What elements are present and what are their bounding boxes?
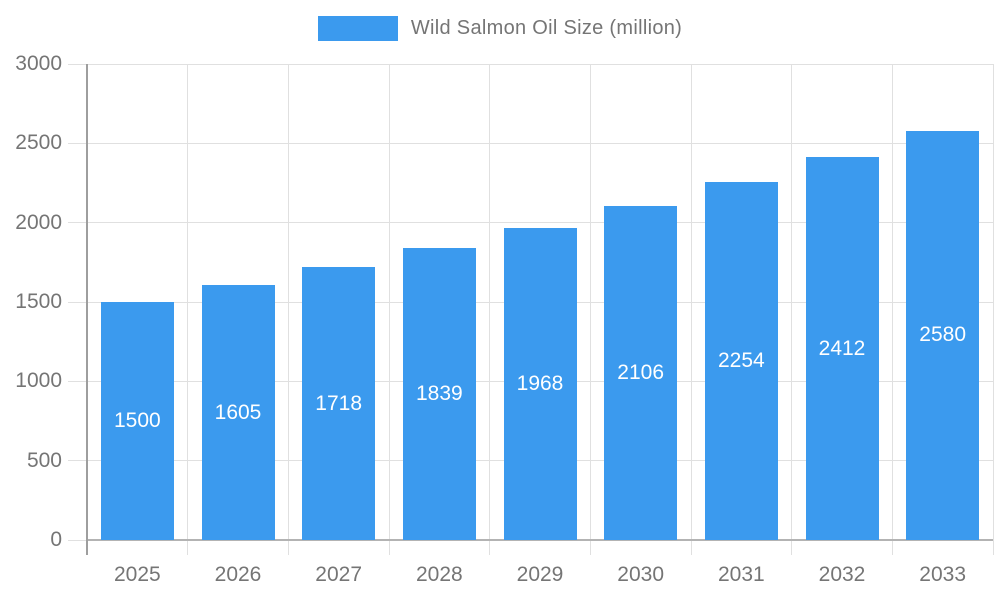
bar[interactable] [805,157,879,540]
y-axis-label: 1000 [15,369,62,393]
bar[interactable] [704,182,778,540]
y-axis-label: 2500 [15,131,62,155]
gridline-v [388,64,390,555]
bar-value-label: 1500 [113,409,161,432]
y-axis-label: 2000 [15,210,62,234]
bar[interactable] [503,227,577,540]
gridline-v [489,64,491,555]
bar[interactable] [302,267,376,540]
gridline-v [891,64,893,555]
y-axis-label: 3000 [15,52,62,75]
gridline-v [287,64,289,555]
bar[interactable] [201,285,275,540]
bar[interactable] [906,130,980,540]
x-axis-label: 2032 [818,563,866,586]
gridline-h [68,222,993,224]
legend-swatch[interactable] [317,16,398,41]
y-axis-label: 1500 [15,290,62,313]
gridline-v [187,64,189,555]
bar-value-label: 2580 [919,323,967,347]
bar-value-label: 2254 [717,349,765,373]
bar[interactable] [100,302,174,540]
bar-value-label: 1839 [415,382,463,406]
x-axis-label: 2028 [415,563,463,586]
bar-value-label: 1968 [516,371,564,395]
gridline-v [992,64,994,555]
gridline-h [68,142,993,144]
gridline-h [68,63,993,65]
x-axis-label: 2029 [516,563,564,586]
bar-value-label: 2106 [617,360,665,384]
x-axis-label: 2031 [717,563,765,586]
bar-value-label: 1605 [214,400,262,424]
gridline-v [589,64,591,555]
x-axis-label: 2025 [113,563,161,586]
bar-value-label: 2412 [818,336,866,360]
legend-label: Wild Salmon Oil Size (million) [410,17,683,39]
bar[interactable] [604,205,678,540]
bar-value-label: 1718 [315,391,363,415]
y-axis-line [86,64,88,555]
x-axis-label: 2026 [214,563,262,586]
x-axis-label: 2030 [617,563,665,586]
y-axis-label: 0 [50,528,62,551]
gridline-v [791,64,793,555]
gridline-v [690,64,692,555]
x-axis-label: 2033 [919,563,967,586]
x-axis-line [87,539,993,541]
bar[interactable] [402,248,476,540]
x-axis-label: 2027 [315,563,363,586]
legend[interactable]: Wild Salmon Oil Size (million) [0,16,1000,41]
y-axis-label: 500 [26,448,62,472]
